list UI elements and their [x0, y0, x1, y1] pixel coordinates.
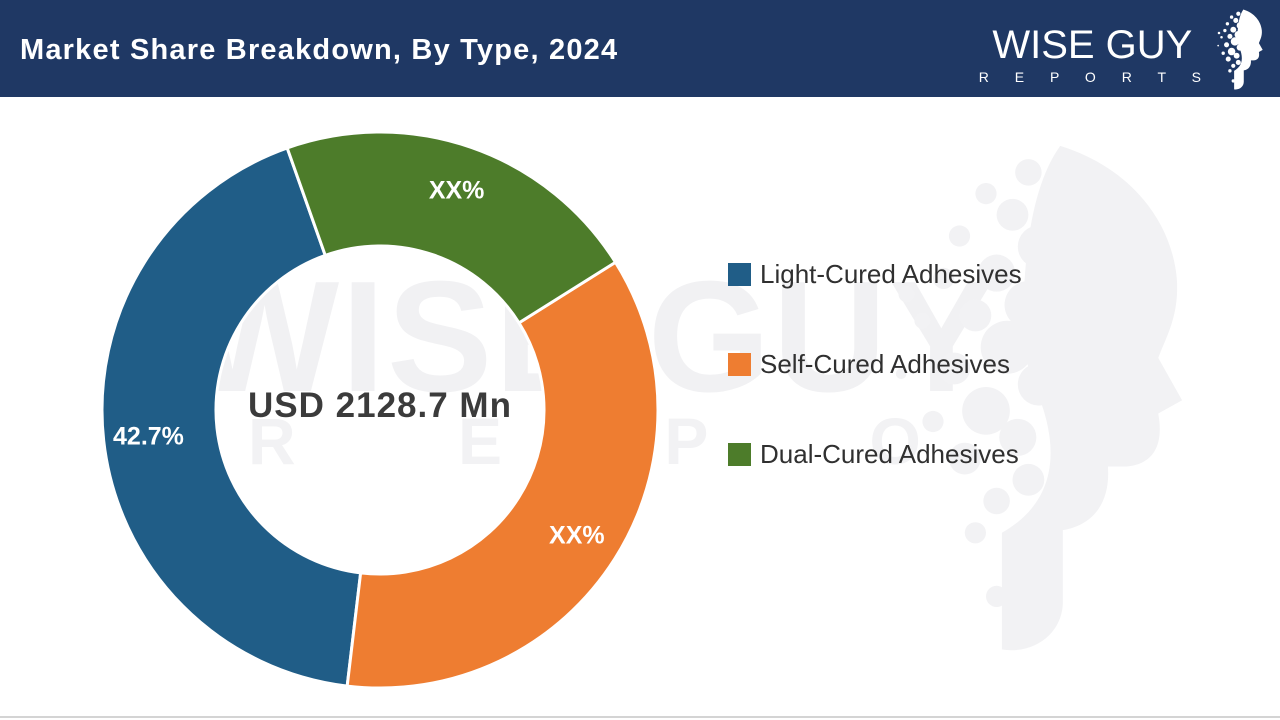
legend-item-self-cured: Self-Cured Adhesives	[728, 346, 1022, 382]
legend-item-light-cured: Light-Cured Adhesives	[728, 256, 1022, 292]
chart-legend: Light-Cured Adhesives Self-Cured Adhesiv…	[728, 256, 1022, 526]
legend-swatch-light-cured	[728, 262, 751, 286]
legend-label-light-cured: Light-Cured Adhesives	[760, 258, 1022, 289]
pie-slice-label: XX%	[429, 177, 485, 205]
bottom-divider	[0, 716, 1280, 718]
pie-slice-self-cured-adhesives	[345, 260, 660, 690]
pie-slice-label: 42.7%	[113, 423, 184, 451]
brand-logo: WISE GUY R E P O R T S	[973, 7, 1266, 91]
page-title: Market Share Breakdown, By Type, 2024	[20, 34, 619, 66]
brand-tagline: R E P O R T S	[978, 69, 1212, 85]
legend-label-self-cured: Self-Cured Adhesives	[760, 348, 1011, 379]
legend-label-dual-cured: Dual-Cured Adhesives	[760, 438, 1019, 469]
donut-center-value: USD 2128.7 Mn	[248, 386, 512, 425]
pie-slice-light-cured-adhesives	[100, 146, 363, 688]
title-bar: Market Share Breakdown, By Type, 2024 WI…	[0, 0, 1280, 97]
pie-slice-label: XX%	[549, 521, 605, 549]
brand-name: WISE GUY	[992, 23, 1193, 67]
brand-logo-text: WISE GUY R E P O R T S	[973, 25, 1212, 85]
legend-swatch-dual-cured	[728, 442, 751, 466]
pie-slice-dual-cured-adhesives	[285, 130, 617, 325]
legend-swatch-self-cured	[728, 352, 751, 376]
legend-item-dual-cured: Dual-Cured Adhesives	[728, 436, 1022, 472]
brand-face-icon	[1214, 7, 1266, 91]
